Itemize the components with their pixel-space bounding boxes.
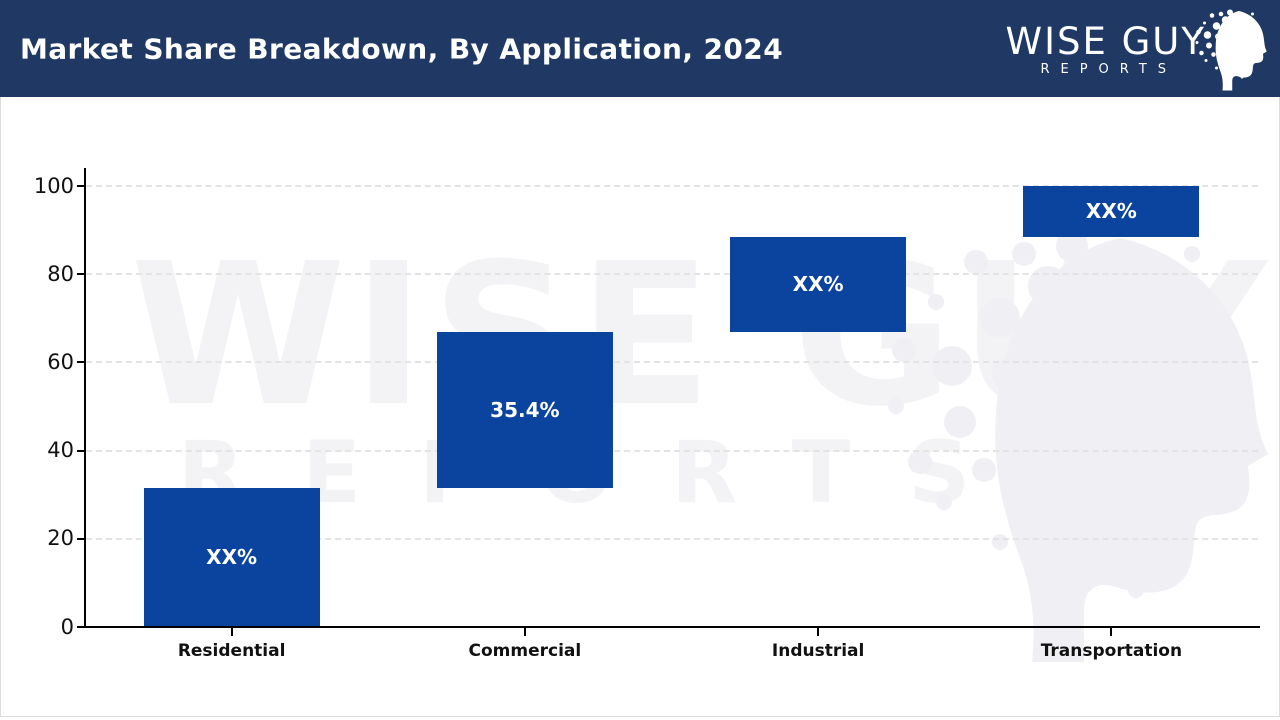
bar-value-label: XX% [792, 272, 844, 297]
x-axis-tick [523, 628, 526, 636]
y-axis-tick [77, 361, 85, 364]
y-gridline [86, 273, 1258, 276]
bar-commercial: 35.4% [436, 331, 613, 488]
x-category-label: Residential [177, 641, 286, 661]
y-gridline [86, 537, 1258, 540]
bar-industrial: XX% [730, 236, 907, 332]
y-gridline [86, 449, 1258, 452]
bar-residential: XX% [143, 487, 320, 627]
logo-wordmark: WISE GUY REPORTS [1005, 19, 1206, 78]
bar-transportation: XX% [1023, 186, 1200, 237]
logo-wise-guy-text: WISE GUY [1005, 19, 1206, 63]
x-category-label: Transportation [1040, 641, 1183, 661]
y-gridline [86, 185, 1258, 187]
watermark-head-logo-icon [888, 230, 1268, 662]
x-category-label: Industrial [771, 641, 865, 661]
x-axis-tick [230, 628, 233, 636]
y-tick-label: 40 [47, 438, 74, 463]
y-axis-tick [77, 449, 85, 452]
y-tick-label: 80 [47, 261, 74, 286]
wise-guy-reports-logo: WISE GUY REPORTS [1006, 8, 1268, 92]
y-tick-label: 100 [33, 173, 74, 198]
y-axis-tick [77, 273, 85, 276]
y-axis-line [84, 168, 86, 628]
bar-value-label: XX% [206, 545, 258, 570]
logo-head-icon [1195, 9, 1267, 91]
chart-title: Market Share Breakdown, By Application, … [20, 32, 784, 65]
y-tick-label: 20 [47, 526, 74, 551]
y-axis-tick [77, 185, 85, 187]
x-axis-tick [817, 628, 820, 636]
bar-value-label: 35.4% [490, 397, 560, 422]
bar-value-label: XX% [1085, 199, 1137, 224]
x-category-label: Commercial [468, 641, 582, 661]
logo-reports-text: REPORTS [1040, 62, 1178, 78]
y-axis-tick [77, 537, 85, 540]
y-gridline [86, 361, 1258, 364]
y-tick-label: 60 [47, 349, 74, 374]
x-axis-line [84, 626, 1260, 628]
y-axis-tick [77, 626, 85, 628]
x-axis-tick [1110, 628, 1113, 636]
y-tick-label: 0 [60, 614, 74, 639]
header-banner: Market Share Breakdown, By Application, … [0, 0, 1280, 97]
